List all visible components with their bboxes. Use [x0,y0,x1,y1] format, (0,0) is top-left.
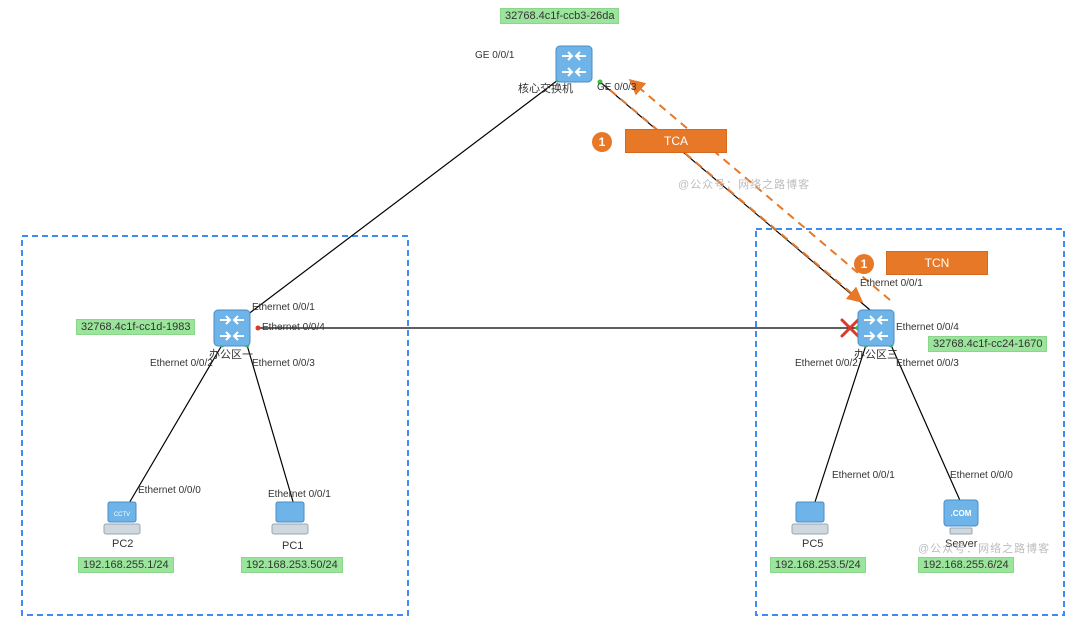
sw3-port-e001: Ethernet 0/0/1 [860,278,923,289]
sw1-label: 办公区一 [209,346,253,362]
svg-text:CCTV: CCTV [114,512,130,518]
server-port: Ethernet 0/0/0 [950,470,1013,481]
sw3-port-e002: Ethernet 0/0/2 [795,358,858,369]
pc2-ip: 192.168.255.1/24 [78,557,174,573]
sw1-port-e001: Ethernet 0/0/1 [252,302,315,313]
pc2-port: Ethernet 0/0/0 [138,485,201,496]
pc5-port: Ethernet 0/0/1 [832,470,895,481]
sw1-icon [214,310,250,346]
link-sw1-pc2 [128,345,222,505]
sw1-mac: 32768.4c1f-cc1d-1983 [76,319,195,335]
sw3-port-e003: Ethernet 0/0/3 [896,358,959,369]
link-sw3-pc5 [814,345,866,505]
pc1-port: Ethernet 0/0/1 [268,489,331,500]
server-icon: .COM [944,500,978,534]
link-sw1-pc1 [247,345,294,505]
link-core-sw1 [247,80,558,315]
svg-text:.COM: .COM [951,509,972,518]
pc1-icon [272,502,308,534]
sw1-port-e002: Ethernet 0/0/2 [150,358,213,369]
link-sw3-server [891,345,962,505]
sw1-port-e004: Ethernet 0/0/4 [262,322,325,333]
pc5-label: PC5 [802,538,823,550]
sw3-icon [858,310,894,346]
pc1-label: PC1 [282,540,303,552]
tca-num-badge: 1 [592,132,612,152]
arrow-tca [610,90,862,302]
sw3-label: 办公区三 [854,346,898,362]
core-label: 核心交换机 [518,80,573,96]
sw3-mac: 32768.4c1f-cc24-1670 [928,336,1047,352]
core-port-ge001: GE 0/0/1 [475,50,514,61]
pc5-icon [792,502,828,534]
sw1-port-e003: Ethernet 0/0/3 [252,358,315,369]
core-port-ge003: GE 0/0/3 [597,82,636,93]
core-mac: 32768.4c1f-ccb3-26da [500,8,619,24]
pc5-ip: 192.168.253.5/24 [770,557,866,573]
server-ip: 192.168.255.6/24 [918,557,1014,573]
pc1-ip: 192.168.253.50/24 [241,557,343,573]
pc2-icon: CCTV [104,502,140,534]
sw3-port-e004: Ethernet 0/0/4 [896,322,959,333]
watermark-2: @公众号：网络之路博客 [918,540,1050,556]
core-switch-icon [556,46,592,82]
pc2-label: PC2 [112,538,133,550]
tcn-tag: TCN [886,251,988,275]
tcn-num-badge: 1 [854,254,874,274]
watermark-1: @公众号：网络之路博客 [678,176,810,192]
tca-tag: TCA [625,129,727,153]
